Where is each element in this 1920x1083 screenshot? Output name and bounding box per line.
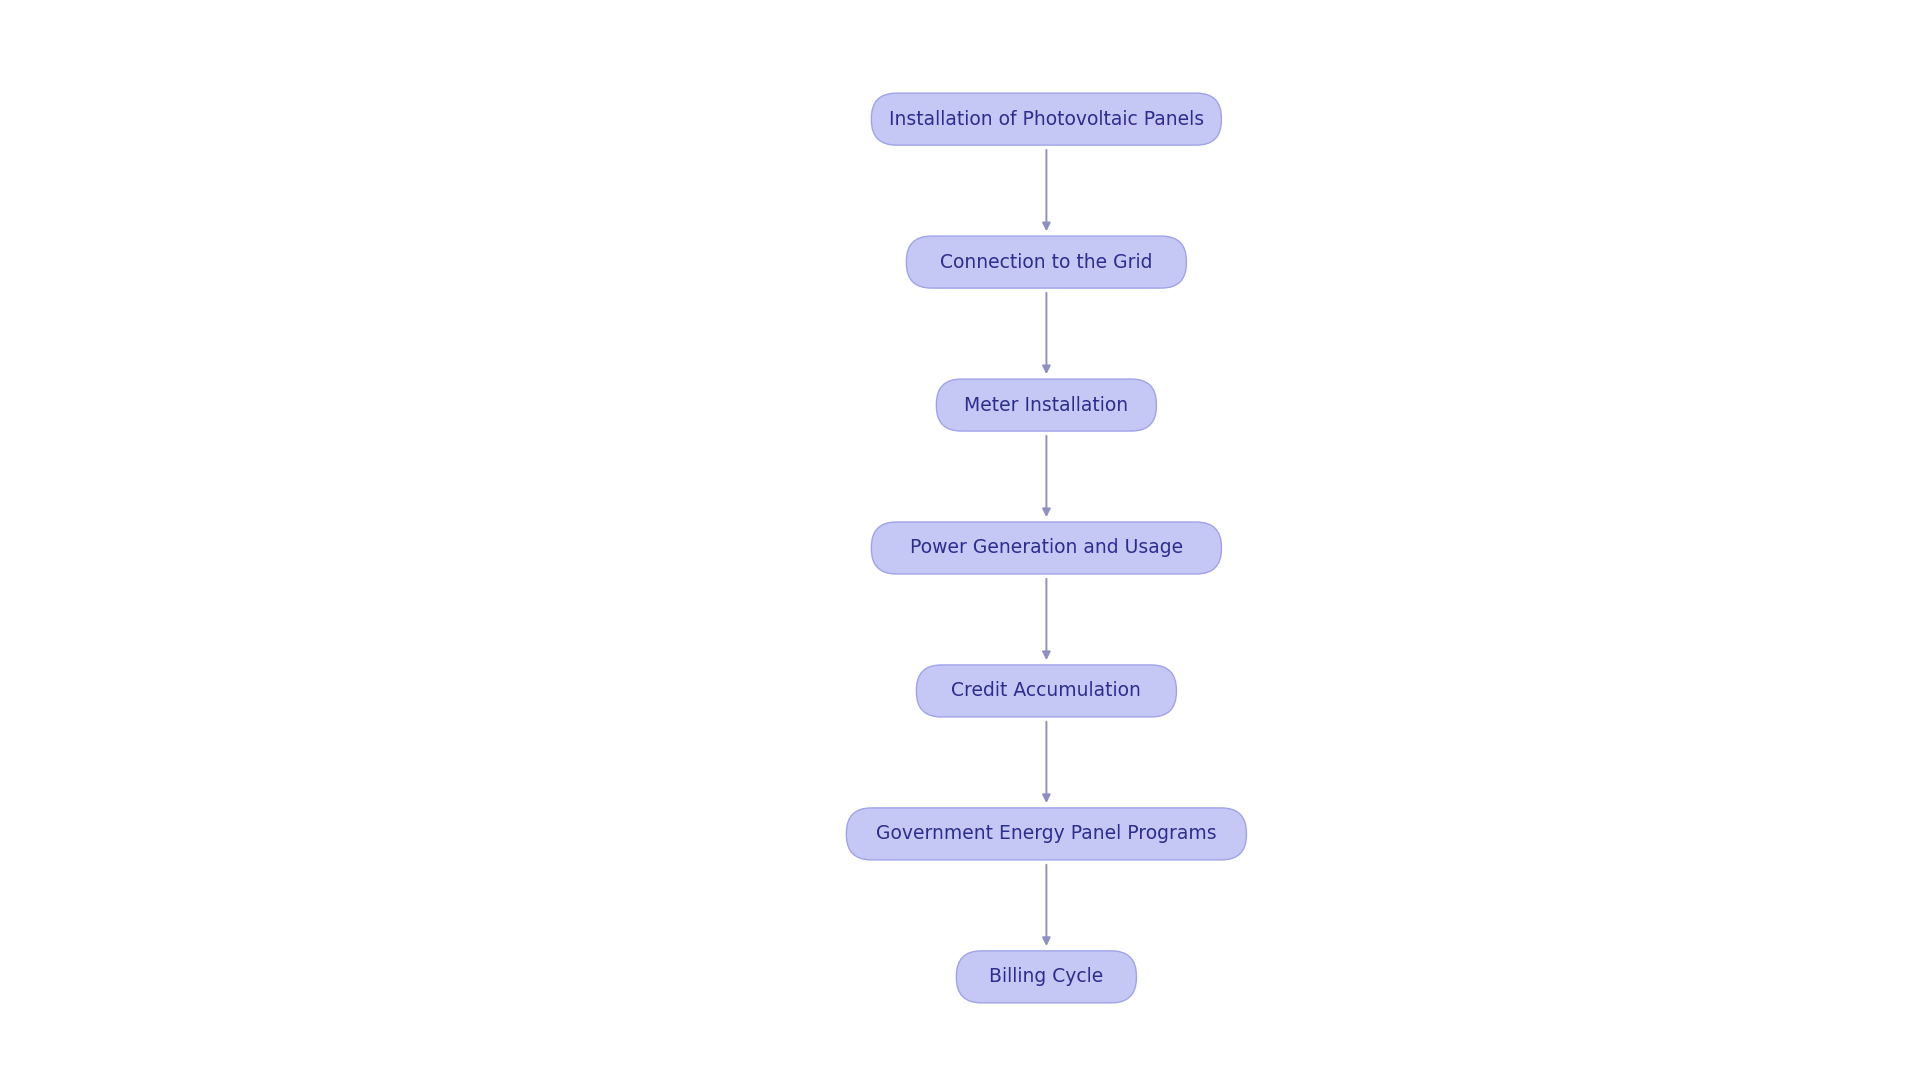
Text: Installation of Photovoltaic Panels: Installation of Photovoltaic Panels xyxy=(889,109,1204,129)
Text: Power Generation and Usage: Power Generation and Usage xyxy=(910,538,1183,558)
Text: Connection to the Grid: Connection to the Grid xyxy=(941,252,1152,272)
Text: Meter Installation: Meter Installation xyxy=(964,395,1129,415)
FancyBboxPatch shape xyxy=(872,93,1221,145)
FancyBboxPatch shape xyxy=(847,808,1246,860)
FancyBboxPatch shape xyxy=(916,665,1177,717)
FancyBboxPatch shape xyxy=(956,951,1137,1003)
Text: Credit Accumulation: Credit Accumulation xyxy=(952,681,1140,701)
Text: Billing Cycle: Billing Cycle xyxy=(989,967,1104,987)
Text: Government Energy Panel Programs: Government Energy Panel Programs xyxy=(876,824,1217,844)
FancyBboxPatch shape xyxy=(872,522,1221,574)
FancyBboxPatch shape xyxy=(906,236,1187,288)
FancyBboxPatch shape xyxy=(937,379,1156,431)
